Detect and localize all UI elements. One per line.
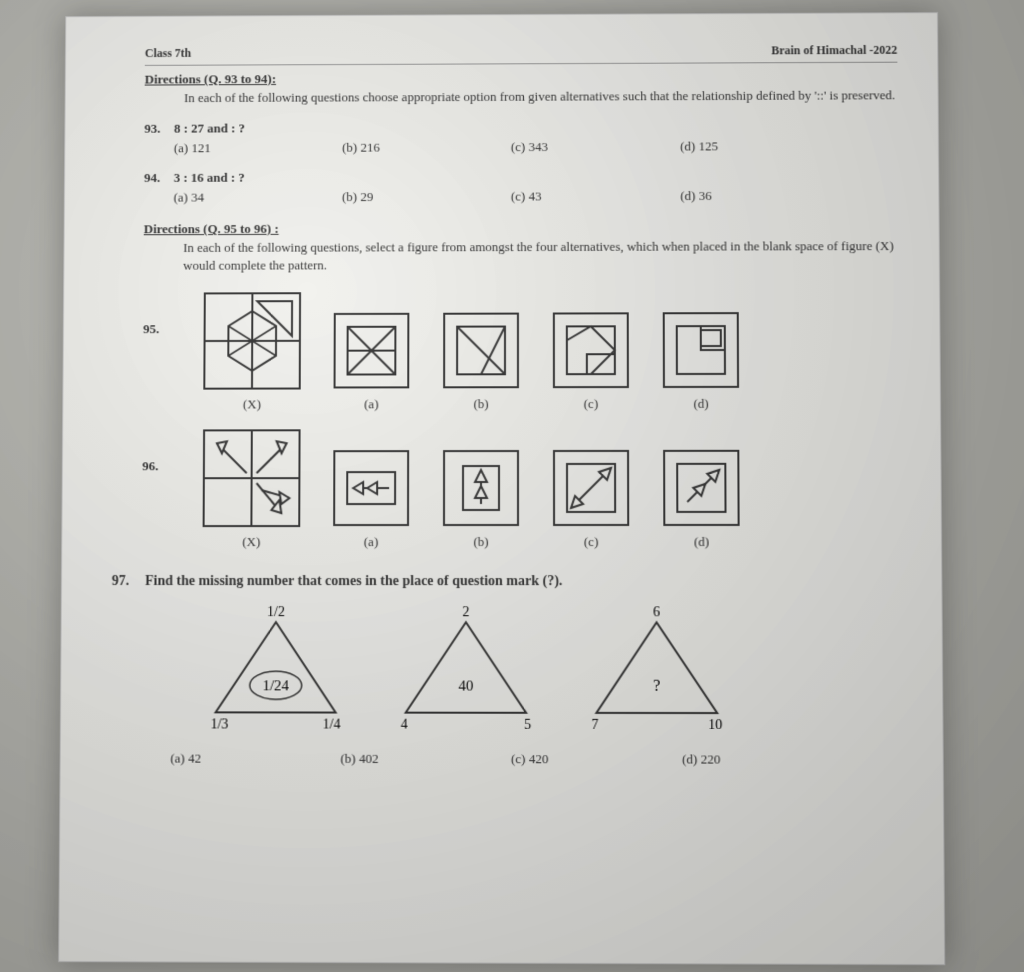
q97-opt-a: (a) 42 [170, 750, 340, 766]
page-header: Class 7th Brain of Himachal -2022 [145, 43, 898, 66]
q96-d-icon [661, 447, 742, 527]
q97-tri2-top: 2 [462, 605, 469, 620]
q97-tri2-mid: 40 [458, 678, 473, 694]
q97-triangles: 1/2 1/3 1/4 1/24 2 4 5 40 6 7 10 ? [201, 602, 903, 733]
q95-a-label: (a) [364, 396, 378, 411]
q97-tri3-top: 6 [653, 605, 660, 620]
q96-b-icon [441, 448, 521, 528]
q96-a-icon [331, 448, 411, 528]
q95-d-icon [661, 310, 741, 390]
q97-tri-2-icon: 2 4 5 40 [391, 602, 542, 733]
q95-d-label: (d) [693, 395, 708, 410]
q95-b-label: (b) [473, 396, 488, 411]
q95-c-label: (c) [584, 396, 598, 411]
q97-options: (a) 42 (b) 402 (c) 420 (d) 220 [140, 750, 902, 768]
q97-tri1-right: 1/4 [323, 717, 341, 732]
q97-stem: Find the missing number that comes in th… [145, 574, 562, 589]
q97-tri1-mid: 1/24 [262, 678, 289, 694]
q96-x-label: (X) [242, 534, 260, 549]
q95-a-icon [332, 310, 412, 390]
q97-row: 97. Find the missing number that comes i… [112, 574, 901, 590]
q96-number: 96. [142, 458, 172, 474]
q97-tri3-right: 10 [708, 718, 722, 733]
q94-number: 94. [144, 170, 174, 186]
q94-opt-b: (b) 29 [342, 189, 511, 205]
q97-tri2-right: 5 [524, 717, 531, 732]
q95-fig-a: (a) [331, 310, 411, 412]
q95-b-icon [441, 310, 521, 390]
header-left: Class 7th [145, 46, 191, 61]
q96-fig-c: (c) [551, 447, 631, 549]
q97-tri3-mid: ? [653, 677, 660, 694]
q97-tri-1-icon: 1/2 1/3 1/4 1/24 [201, 602, 351, 733]
q94-opt-c: (c) 43 [511, 188, 680, 204]
q95-c-icon [551, 310, 631, 390]
q93-number: 93. [144, 121, 174, 137]
q97-tri1-left: 1/3 [211, 717, 229, 732]
q95-row: 95. (X) (a [143, 289, 900, 412]
q93-options: (a) 121 (b) 216 (c) 343 (d) 125 [144, 138, 898, 156]
directions-93-94-title: Directions (Q. 93 to 94): [145, 69, 898, 88]
q95-x-icon [202, 291, 302, 390]
q93-stem: 8 : 27 and : ? [174, 120, 322, 136]
q96-row: 96. [142, 427, 901, 549]
q97-tri-3-icon: 6 7 10 ? [581, 602, 732, 733]
q97-number: 97. [112, 574, 142, 590]
q95-fig-b: (b) [441, 310, 521, 412]
q96-fig-x: (X) [201, 428, 301, 550]
q97-tri1-top: 1/2 [267, 605, 285, 620]
q97-tri2-left: 4 [401, 717, 408, 732]
directions-95-96-text: In each of the following questions, sele… [183, 237, 899, 275]
q93-opt-b: (b) 216 [342, 139, 511, 155]
q96-c-icon [551, 447, 631, 527]
q94-row: 94. 3 : 16 and : ? [144, 168, 898, 186]
q93-opt-c: (c) 343 [511, 139, 680, 155]
q95-x-label: (X) [243, 396, 261, 411]
q96-fig-b: (b) [441, 448, 521, 550]
q94-opt-a: (a) 34 [174, 189, 342, 205]
q96-d-label: (d) [694, 534, 709, 549]
q94-opt-d: (d) 36 [680, 188, 850, 204]
q93-opt-a: (a) 121 [174, 140, 342, 156]
q95-fig-d: (d) [661, 310, 741, 412]
directions-93-94-text: In each of the following questions choos… [184, 86, 898, 107]
q97-opt-c: (c) 420 [511, 751, 682, 767]
q97-tri3-left: 7 [591, 717, 598, 732]
q97-opt-b: (b) 402 [340, 750, 511, 766]
q96-fig-a: (a) [331, 448, 411, 550]
q93-row: 93. 8 : 27 and : ? [144, 118, 898, 137]
q96-b-label: (b) [473, 534, 488, 549]
worksheet-page: Class 7th Brain of Himachal -2022 Direct… [58, 12, 945, 965]
q93-opt-d: (d) 125 [680, 138, 850, 154]
q96-c-label: (c) [584, 534, 598, 549]
q95-fig-c: (c) [551, 310, 631, 412]
q95-number: 95. [143, 321, 173, 337]
q96-fig-d: (d) [661, 447, 742, 549]
q94-stem: 3 : 16 and : ? [174, 170, 323, 186]
q96-x-icon [202, 428, 302, 528]
header-right: Brain of Himachal -2022 [771, 43, 897, 58]
q97-opt-d: (d) 220 [682, 751, 854, 767]
directions-95-96-title: Directions (Q. 95 to 96) : [144, 219, 899, 237]
q96-a-label: (a) [364, 534, 378, 549]
q94-options: (a) 34 (b) 29 (c) 43 (d) 36 [144, 188, 898, 206]
q95-fig-x: (X) [202, 291, 302, 412]
